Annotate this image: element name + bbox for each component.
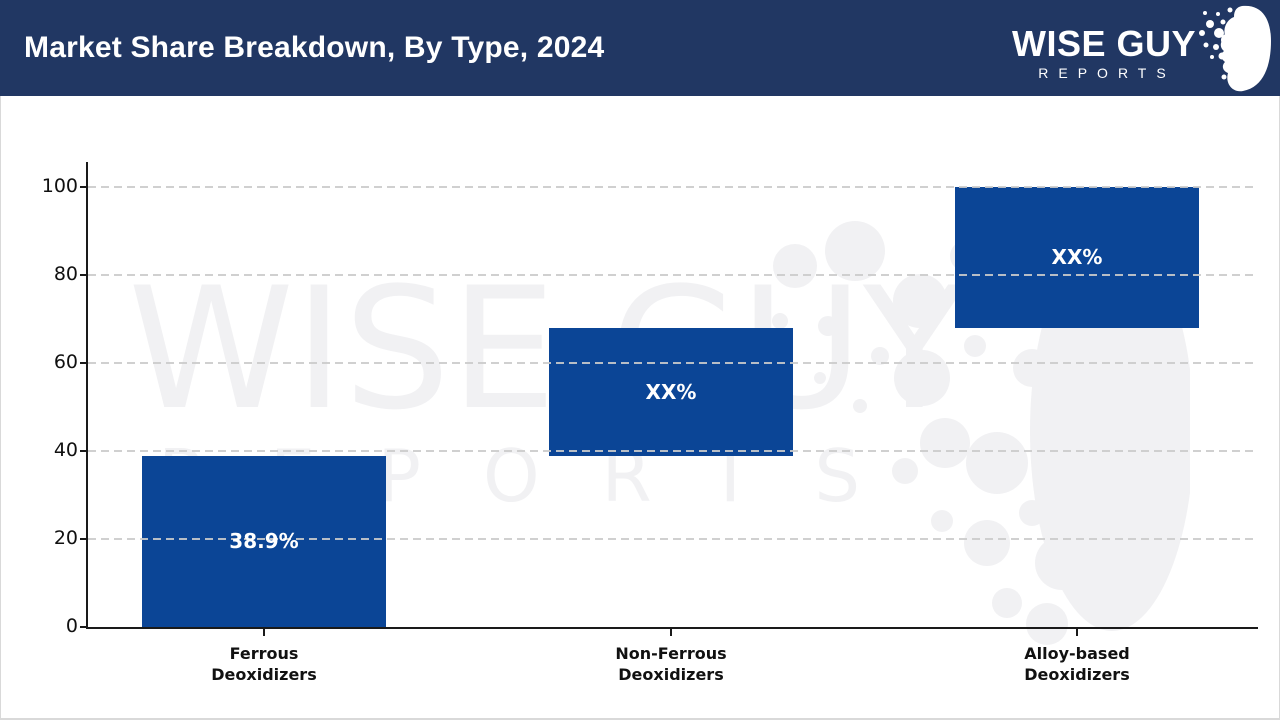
face-profile-dots-icon [1199, 5, 1271, 92]
y-axis-spine [86, 162, 88, 629]
bar-alloy-based-deoxidizers [955, 187, 1199, 328]
bar-ferrous-deoxidizers [142, 455, 386, 627]
y-axis-tick-label: 100 [41, 175, 78, 197]
category-label-line: Non-Ferrous [615, 644, 727, 663]
y-axis-tick-label: 80 [53, 263, 78, 285]
watermark-wise-guy: WISE GUY [128, 251, 966, 447]
bar-value-label: XX% [1051, 245, 1103, 270]
logo-text: WISE GUY REPORTS [1011, 22, 1196, 81]
y-axis-tick-mark [80, 450, 88, 452]
y-axis-tick-label: 60 [53, 351, 78, 373]
category-label-line: Ferrous [229, 644, 299, 663]
bar-non-ferrous-deoxidizers [549, 327, 793, 456]
logo-subtitle: REPORTS [1038, 64, 1176, 81]
y-axis-tick-mark [80, 538, 88, 540]
header-bar: Market Share Breakdown, By Type, 2024 WI… [0, 0, 1280, 96]
y-axis-tick-mark [80, 362, 88, 364]
wise-guy-reports-logo: WISE GUY REPORTS [1012, 2, 1272, 94]
y-axis-tick-label: 40 [53, 439, 78, 461]
gridline-40 [88, 450, 1258, 452]
category-label-line: Deoxidizers [1024, 665, 1130, 684]
x-axis-category-label: Ferrous Deoxidizers [104, 643, 424, 685]
x-axis-category-label: Alloy-based Deoxidizers [917, 643, 1237, 685]
y-axis-tick-label: 20 [53, 527, 78, 549]
gridline-100 [88, 186, 1258, 188]
gridline-80 [88, 274, 1258, 276]
bar-value-label: XX% [645, 379, 697, 404]
y-axis-tick-mark [80, 626, 88, 628]
y-axis-tick-mark [80, 274, 88, 276]
x-axis-tick-mark [670, 627, 672, 636]
y-axis-tick-mark [80, 186, 88, 188]
y-axis-tick-label: 0 [65, 615, 78, 637]
watermark-face-dots [772, 221, 1190, 645]
category-label-line: Alloy-based [1024, 644, 1130, 663]
x-axis-category-label: Non-Ferrous Deoxidizers [511, 643, 831, 685]
category-label-line: Deoxidizers [618, 665, 724, 684]
chart-canvas: WISE GUY REPORTS 0 20 40 60 80 100 38.9% Fer [0, 96, 1280, 720]
page-title: Market Share Breakdown, By Type, 2024 [24, 31, 605, 64]
x-axis-tick-mark [263, 627, 265, 636]
gridline-60 [88, 362, 1258, 364]
logo-name: WISE GUY [1011, 22, 1196, 64]
x-axis-tick-mark [1076, 627, 1078, 636]
x-axis-spine [86, 627, 1258, 629]
gridline-20 [88, 538, 1258, 540]
category-label-line: Deoxidizers [211, 665, 317, 684]
bar-value-label: 38.9% [229, 529, 299, 554]
